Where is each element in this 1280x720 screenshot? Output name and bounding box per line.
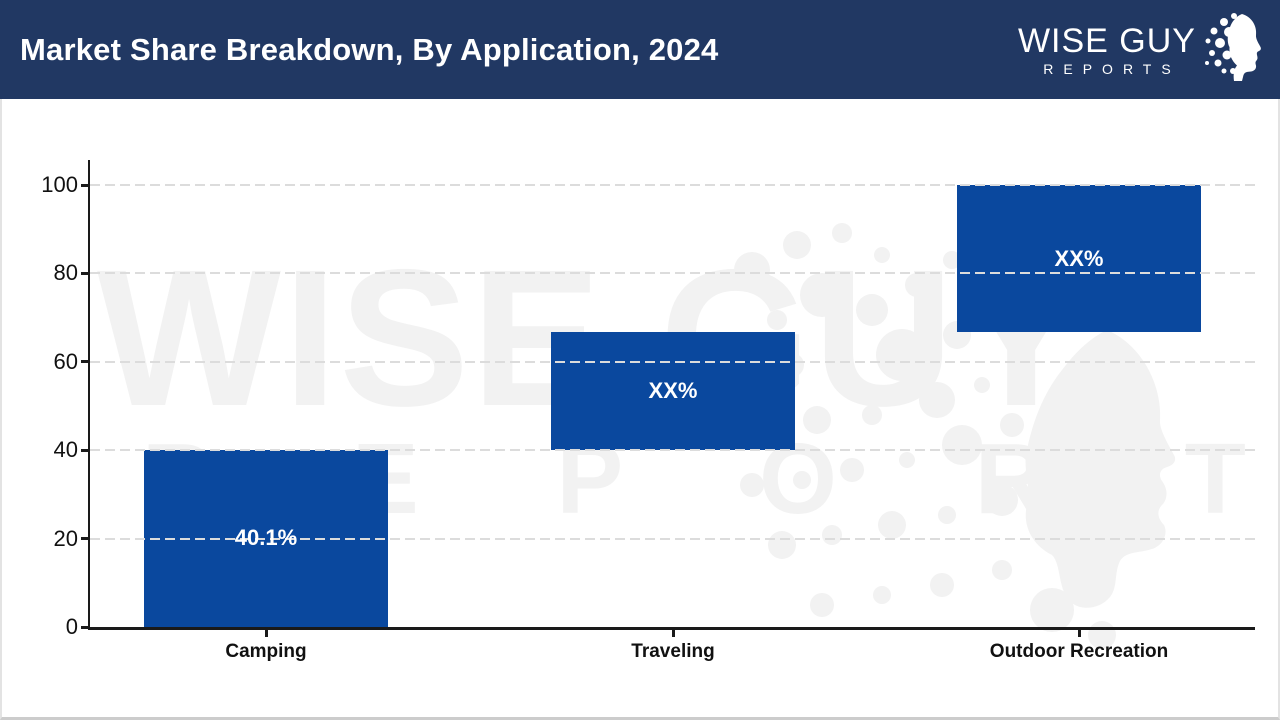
- y-tick-label-20: 20: [53, 525, 78, 551]
- bar-traveling: [551, 332, 795, 450]
- bar-value-label: 40.1%: [234, 525, 298, 551]
- x-axis-line: [88, 627, 1255, 630]
- y-tick-20: [81, 537, 89, 541]
- header-bar: Market Share Breakdown, By Application, …: [0, 0, 1280, 99]
- logo-subtitle: REPORTS: [1043, 60, 1181, 77]
- x-tick-3: [1077, 629, 1081, 637]
- dotted-head-logo-icon: [1205, 12, 1261, 81]
- gridline-60: [90, 360, 1255, 363]
- y-tick-label-40: 40: [53, 437, 78, 463]
- y-tick-label-80: 80: [53, 260, 78, 286]
- logo-wordmark: WISE GUY: [1017, 21, 1196, 60]
- bar-value-label: XX%: [648, 377, 698, 403]
- bar-value-label: XX%: [1054, 245, 1104, 271]
- gridline-40: [90, 449, 1255, 452]
- x-tick-1: [264, 629, 268, 637]
- y-axis-line: [88, 160, 90, 627]
- bar-outdoor-recreation: [957, 185, 1201, 333]
- wise-guy-reports-logo: WISE GUY REPORTS: [1018, 11, 1262, 89]
- chart-plot: 0 20 40 60 80 100 40.1% XX% XX% Camping Traveling O…: [41, 160, 1255, 662]
- y-tick-80: [81, 271, 89, 275]
- gridline-80: [90, 272, 1255, 275]
- y-tick-label-100: 100: [41, 172, 78, 197]
- chart-title: Market Share Breakdown, By Application, …: [20, 31, 719, 67]
- chart-canvas: WISE GUY R E P O R T S: [0, 99, 1280, 720]
- x-tick-2: [671, 629, 675, 637]
- y-tick-100: [81, 183, 89, 187]
- x-category-label: Traveling: [631, 641, 715, 662]
- gridline-20: [90, 537, 1255, 540]
- y-tick-60: [81, 360, 89, 364]
- x-category-label: Camping: [225, 641, 307, 662]
- logo-text: WISE GUY REPORTS: [1018, 24, 1196, 76]
- y-tick-40: [81, 448, 89, 452]
- y-tick-0: [81, 625, 89, 629]
- y-tick-label-0: 0: [65, 614, 78, 639]
- x-category-label: Outdoor Recreation: [989, 641, 1169, 662]
- gridline-100: [90, 184, 1255, 186]
- y-tick-label-60: 60: [53, 348, 78, 374]
